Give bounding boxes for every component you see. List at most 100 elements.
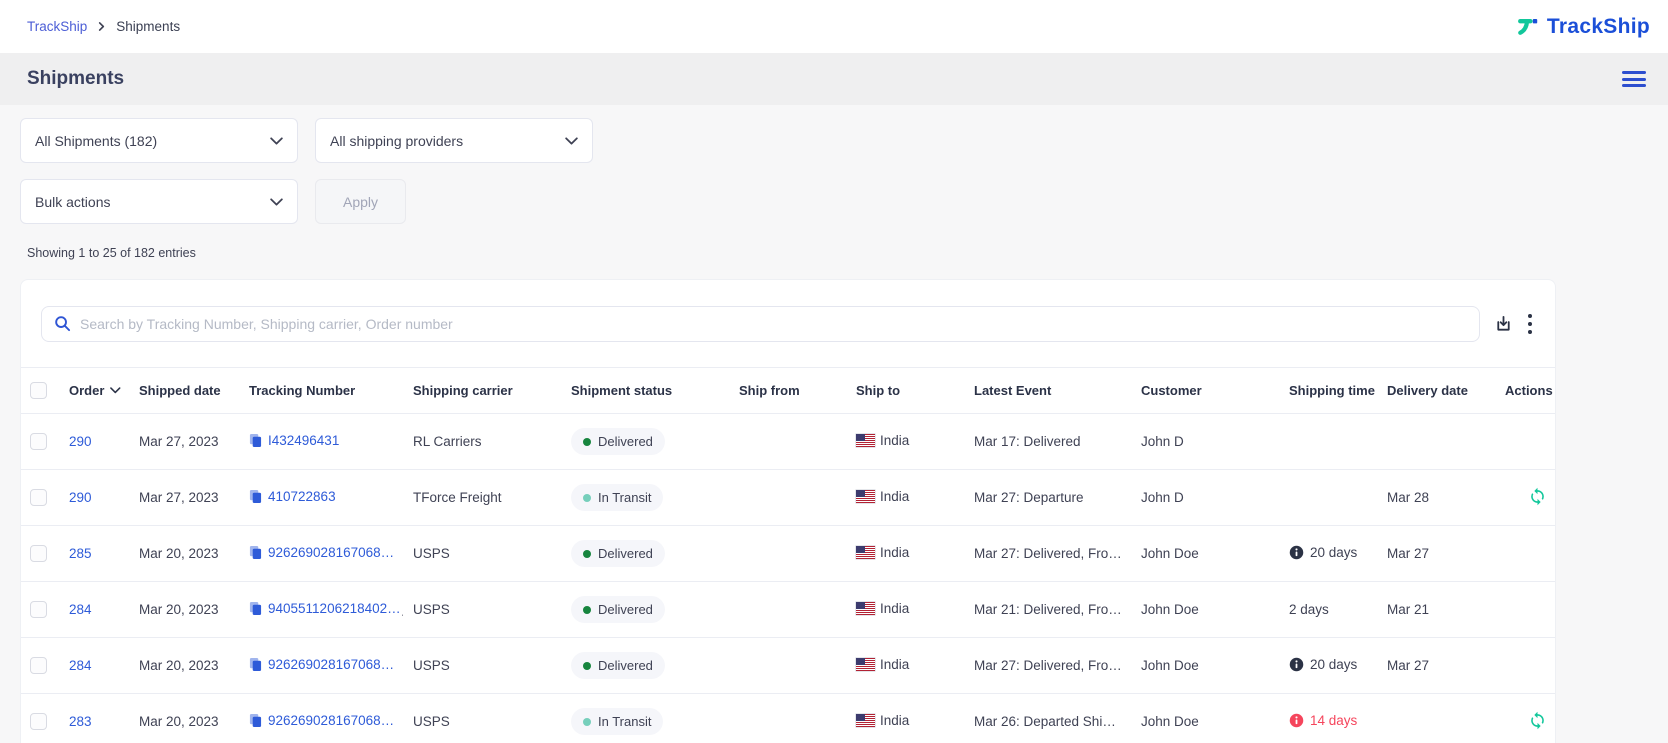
breadcrumb-bar: TrackShip Shipments TrackShip xyxy=(0,0,1668,53)
col-actions: Actions xyxy=(1505,383,1553,399)
us-flag-icon xyxy=(856,714,875,728)
col-ship-from: Ship from xyxy=(739,383,800,399)
copy-icon[interactable] xyxy=(249,713,262,728)
delivery-date: Mar 27 xyxy=(1387,658,1430,674)
order-link[interactable]: 290 xyxy=(69,490,92,506)
copy-icon[interactable] xyxy=(249,657,262,672)
breadcrumb: TrackShip Shipments xyxy=(27,19,180,34)
search-input[interactable] xyxy=(80,315,1467,332)
shipments-card: Order Shipped date Tracking Number Shipp… xyxy=(20,279,1556,743)
row-checkbox[interactable] xyxy=(30,545,47,563)
shipping-carrier: TForce Freight xyxy=(413,490,502,506)
col-order[interactable]: Order xyxy=(69,383,105,399)
providers-filter-dropdown[interactable]: All shipping providers xyxy=(315,118,593,163)
shipped-date: Mar 20, 2023 xyxy=(139,546,219,562)
page-title: Shipments xyxy=(27,68,125,89)
col-tracking-number: Tracking Number xyxy=(249,383,356,399)
export-icon[interactable] xyxy=(1494,314,1513,333)
status-label: Delivered xyxy=(598,546,653,562)
tracking-number-link[interactable]: I432496431 xyxy=(268,432,340,448)
shipping-carrier: USPS xyxy=(413,546,450,562)
row-checkbox[interactable] xyxy=(30,489,47,507)
ship-to-country: India xyxy=(880,545,910,561)
customer-name: John Doe xyxy=(1141,602,1199,618)
chevron-down-icon xyxy=(565,136,578,145)
table-row: 290 Mar 27, 2023 410722863 TForce Freigh… xyxy=(21,470,1555,526)
order-link[interactable]: 284 xyxy=(69,658,92,674)
filters-section: All Shipments (182) All shipping provide… xyxy=(0,105,1668,260)
row-checkbox[interactable] xyxy=(30,713,47,731)
shipped-date: Mar 27, 2023 xyxy=(139,490,219,506)
tracking-number-link[interactable]: 926269028167068… xyxy=(268,544,395,560)
shipments-table: Order Shipped date Tracking Number Shipp… xyxy=(21,368,1555,743)
info-icon xyxy=(1289,545,1304,559)
ship-to-country: India xyxy=(880,657,910,673)
latest-event: Mar 17: Delivered xyxy=(974,434,1081,450)
table-row: 284 Mar 20, 2023 926269028167068… USPS D… xyxy=(21,638,1555,694)
order-link[interactable]: 290 xyxy=(69,434,92,450)
latest-event: Mar 21: Delivered, Front Do… xyxy=(974,602,1131,618)
bulk-actions-dropdown[interactable]: Bulk actions xyxy=(20,179,298,224)
shipments-filter-value: All Shipments (182) xyxy=(35,132,158,149)
copy-icon[interactable] xyxy=(249,433,262,448)
shipping-time: 20 days xyxy=(1289,657,1357,672)
shipping-time: 20 days xyxy=(1289,545,1357,560)
menu-icon[interactable] xyxy=(1622,67,1646,91)
shipping-time: 2 days xyxy=(1289,602,1329,618)
shipping-time: 14 days xyxy=(1289,713,1357,728)
col-ship-to: Ship to xyxy=(856,383,901,399)
refresh-icon[interactable] xyxy=(1528,487,1547,506)
ship-to-country: India xyxy=(880,713,910,729)
us-flag-icon xyxy=(856,658,875,672)
status-label: In Transit xyxy=(598,490,652,506)
tracking-number-link[interactable]: 410722863 xyxy=(268,488,336,504)
status-dot xyxy=(583,549,591,558)
table-row: 285 Mar 20, 2023 926269028167068… USPS D… xyxy=(21,526,1555,582)
status-dot xyxy=(583,493,591,502)
sort-chevron-icon[interactable] xyxy=(110,387,121,394)
chevron-down-icon xyxy=(270,136,283,145)
tracking-number-link[interactable]: 926269028167068… xyxy=(268,656,395,672)
customer-name: John D xyxy=(1141,490,1184,506)
tracking-number-link[interactable]: 9405511206218402… xyxy=(268,600,401,616)
delivery-date: Mar 28 xyxy=(1387,490,1430,506)
status-label: Delivered xyxy=(598,658,653,674)
col-shipping-time: Shipping time xyxy=(1289,383,1375,399)
shipped-date: Mar 27, 2023 xyxy=(139,434,219,450)
col-shipped-date: Shipped date xyxy=(139,383,221,399)
refresh-icon[interactable] xyxy=(1528,711,1547,730)
shipments-table-body: 290 Mar 27, 2023 I432496431 RL Carriers … xyxy=(21,414,1555,743)
table-row: 283 Mar 20, 2023 926269028167068… USPS I… xyxy=(21,694,1555,743)
order-link[interactable]: 284 xyxy=(69,602,92,618)
ship-to-country: India xyxy=(880,433,910,449)
delivery-date: Mar 27 xyxy=(1387,546,1430,562)
table-row: 290 Mar 27, 2023 I432496431 RL Carriers … xyxy=(21,414,1555,470)
status-dot xyxy=(583,437,591,446)
order-link[interactable]: 285 xyxy=(69,546,92,562)
select-all-checkbox[interactable] xyxy=(30,382,47,400)
tracking-number-link[interactable]: 926269028167068… xyxy=(268,712,395,728)
status-dot xyxy=(583,717,591,726)
col-customer: Customer xyxy=(1141,383,1202,399)
shipment-status-badge: Delivered xyxy=(571,428,665,456)
apply-button[interactable]: Apply xyxy=(315,179,406,224)
copy-icon[interactable] xyxy=(249,601,262,616)
copy-icon[interactable] xyxy=(249,489,262,504)
more-options-icon[interactable] xyxy=(1527,313,1533,335)
copy-icon[interactable] xyxy=(249,545,262,560)
order-link[interactable]: 283 xyxy=(69,714,92,730)
breadcrumb-root-link[interactable]: TrackShip xyxy=(27,19,88,34)
shipped-date: Mar 20, 2023 xyxy=(139,602,219,618)
row-checkbox[interactable] xyxy=(30,657,47,675)
col-delivery-date: Delivery date xyxy=(1387,383,1468,399)
shipping-carrier: RL Carriers xyxy=(413,434,482,450)
row-checkbox[interactable] xyxy=(30,433,47,451)
row-checkbox[interactable] xyxy=(30,601,47,619)
shipped-date: Mar 20, 2023 xyxy=(139,714,219,730)
shipments-filter-dropdown[interactable]: All Shipments (182) xyxy=(20,118,298,163)
logo-text: TrackShip xyxy=(1546,14,1650,38)
shipment-status-badge: Delivered xyxy=(571,652,665,680)
ship-to-country: India xyxy=(880,489,910,505)
table-header-row: Order Shipped date Tracking Number Shipp… xyxy=(21,368,1555,414)
col-latest-event: Latest Event xyxy=(974,383,1052,399)
